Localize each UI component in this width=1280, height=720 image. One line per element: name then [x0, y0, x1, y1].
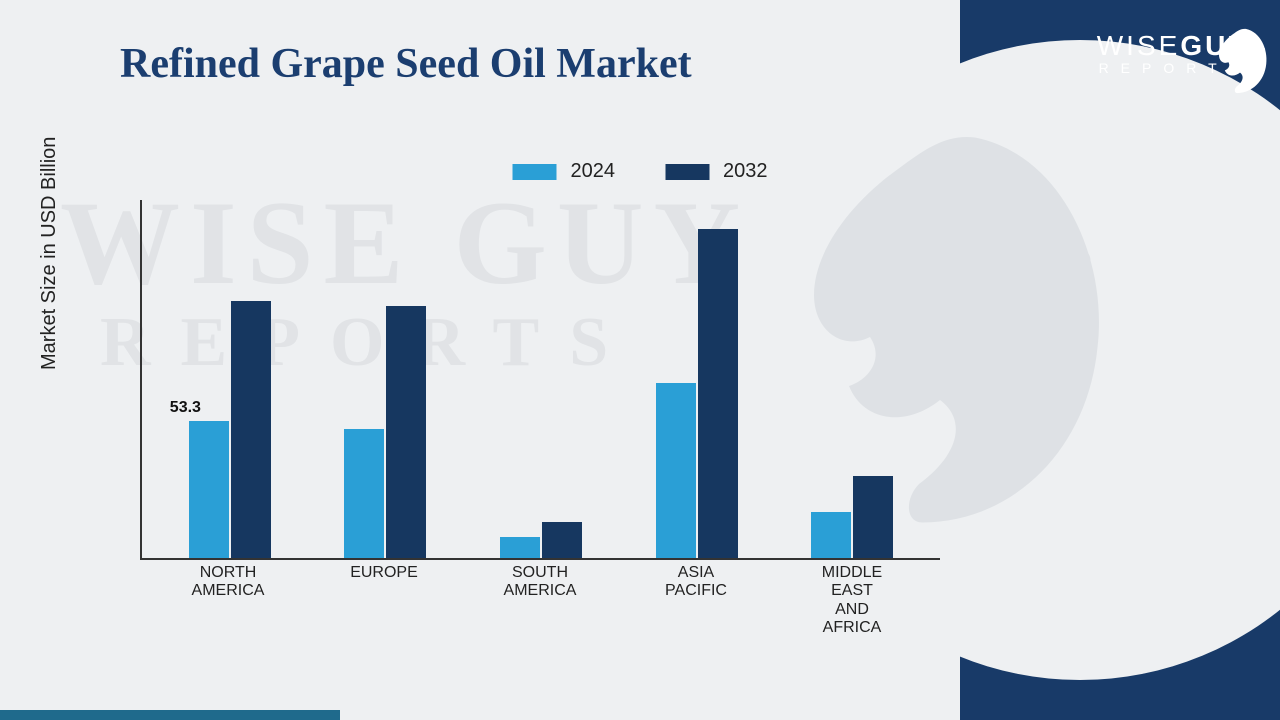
bar	[542, 522, 582, 558]
legend-label-2024: 2024	[571, 160, 616, 183]
legend-label-2032: 2032	[723, 160, 768, 183]
x-axis-label: ASIAPACIFIC	[636, 564, 756, 638]
bar-value-label: 53.3	[170, 399, 201, 417]
bar-groups: 53.3	[142, 200, 940, 558]
brand-guy: GUY	[1180, 30, 1250, 61]
chart-legend: 2024 2032	[513, 160, 768, 183]
bar-group	[481, 522, 601, 558]
brand-reports: REPORTS	[1097, 60, 1250, 76]
brand-wise: WISE	[1097, 30, 1181, 61]
x-axis-label: NORTHAMERICA	[168, 564, 288, 638]
bar	[853, 476, 893, 558]
legend-swatch-2032	[665, 164, 709, 180]
bar	[698, 229, 738, 558]
brand-logo: WISEGUY REPORTS	[1097, 30, 1250, 76]
bar-group	[792, 476, 912, 558]
bar	[500, 537, 540, 558]
bar	[231, 301, 271, 558]
footer-accent-bar	[0, 710, 340, 720]
bar-group: 53.3	[170, 301, 290, 558]
bar	[344, 429, 384, 558]
bar	[386, 306, 426, 558]
legend-item-2032: 2032	[665, 160, 768, 183]
bar-chart: Market Size in USD Billion 53.3 NORTHAME…	[100, 160, 940, 590]
plot-area: 53.3	[140, 200, 940, 560]
legend-swatch-2024	[513, 164, 557, 180]
x-axis-label: EUROPE	[324, 564, 444, 638]
y-axis-label: Market Size in USD Billion	[38, 137, 61, 370]
page-root: WISE GUY REPORTS Refined Grape Seed Oil …	[0, 0, 1280, 720]
legend-item-2024: 2024	[513, 160, 616, 183]
x-axis-label: MIDDLEEASTANDAFRICA	[792, 564, 912, 638]
x-axis-labels: NORTHAMERICA EUROPE SOUTHAMERICA ASIAPACIFI…	[140, 564, 940, 638]
page-title: Refined Grape Seed Oil Market	[120, 40, 692, 88]
bar	[189, 421, 229, 558]
bar-group	[325, 306, 445, 558]
bar	[811, 512, 851, 558]
x-axis-label: SOUTHAMERICA	[480, 564, 600, 638]
bar-group	[637, 229, 757, 558]
bar	[656, 383, 696, 558]
